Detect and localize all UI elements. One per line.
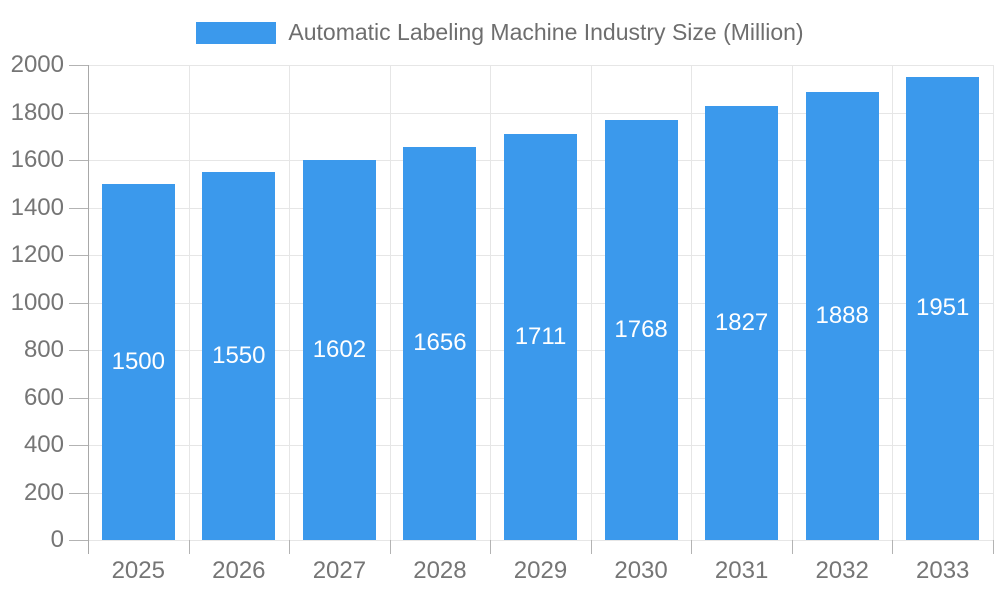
- x-axis-tick: [189, 540, 190, 554]
- x-axis-label: 2027: [312, 557, 367, 584]
- bar-2026: 1550: [202, 171, 276, 540]
- bar-value-label: 1602: [312, 335, 367, 363]
- y-axis-label: 1800: [10, 99, 64, 126]
- x-axis-tick: [390, 540, 391, 554]
- x-gridline: [591, 65, 592, 540]
- legend: Automatic Labeling Machine Industry Size…: [0, 19, 1000, 46]
- x-axis-tick: [792, 540, 793, 554]
- y-axis-label: 1400: [10, 194, 64, 221]
- x-gridline: [490, 65, 491, 540]
- bar-2033: 1951: [906, 76, 980, 540]
- bar-2028: 1656: [403, 146, 477, 540]
- y-axis-tick: [69, 398, 88, 399]
- x-axis-label: 2028: [413, 557, 467, 584]
- x-gridline: [289, 65, 290, 540]
- x-axis-tick: [993, 540, 994, 554]
- y-axis-tick: [69, 350, 88, 351]
- bar-value-label: 1656: [413, 329, 467, 357]
- legend-swatch: [196, 21, 277, 44]
- y-axis-tick: [69, 540, 88, 541]
- x-axis-label: 2026: [212, 557, 266, 584]
- y-axis-label: 1200: [10, 241, 64, 268]
- x-axis-label: 2031: [714, 557, 769, 584]
- bar-value-label: 1827: [714, 309, 769, 337]
- x-gridline: [189, 65, 190, 540]
- x-gridline: [993, 65, 994, 540]
- x-axis-label: 2032: [815, 557, 869, 584]
- y-axis-tick: [69, 255, 88, 256]
- y-axis-label: 200: [23, 479, 64, 506]
- y-axis-label: 1000: [10, 289, 64, 316]
- y-gridline: [88, 540, 993, 541]
- bar-2030: 1768: [604, 120, 678, 540]
- y-axis-label: 2000: [10, 51, 64, 78]
- bar-2031: 1827: [705, 106, 779, 540]
- bar-2025: 1500: [101, 183, 175, 541]
- y-axis-label: 800: [23, 336, 64, 363]
- y-axis-label: 1600: [10, 146, 64, 173]
- bar-value-label: 1888: [815, 301, 869, 329]
- x-axis-tick: [591, 540, 592, 554]
- x-axis-tick: [892, 540, 893, 554]
- bar-2027: 1602: [302, 159, 376, 540]
- bar-value-label: 1550: [212, 341, 266, 369]
- bar-value-label: 1951: [915, 294, 970, 322]
- x-axis-tick: [691, 540, 692, 554]
- x-gridline: [892, 65, 893, 540]
- x-axis-label: 2029: [513, 557, 568, 584]
- y-axis-label: 600: [23, 384, 64, 411]
- y-axis-tick: [69, 445, 88, 446]
- x-axis-label: 2033: [916, 557, 970, 584]
- x-axis-tick: [289, 540, 290, 554]
- y-gridline: [88, 65, 993, 66]
- y-gridline: [88, 113, 993, 114]
- bar-value-label: 1768: [614, 316, 668, 344]
- x-axis-tick: [490, 540, 491, 554]
- x-axis-label: 2025: [111, 557, 165, 584]
- y-axis-tick: [69, 303, 88, 304]
- legend-label: Automatic Labeling Machine Industry Size…: [288, 19, 804, 45]
- bar-2032: 1888: [805, 91, 879, 540]
- x-gridline: [390, 65, 391, 540]
- x-axis-label: 2030: [614, 557, 668, 584]
- x-gridline: [792, 65, 793, 540]
- bar-value-label: 1711: [514, 322, 567, 350]
- y-axis-tick: [69, 65, 88, 66]
- x-gridline: [691, 65, 692, 540]
- y-axis-label: 400: [23, 431, 64, 458]
- y-axis-tick: [69, 160, 88, 161]
- y-axis-tick: [69, 113, 88, 114]
- y-axis-label: 0: [50, 526, 64, 553]
- y-axis-tick: [69, 208, 88, 209]
- bar-value-label: 1500: [111, 347, 165, 375]
- bar-2029: 1711: [504, 133, 577, 540]
- y-axis-tick: [69, 493, 88, 494]
- y-axis-line: [88, 65, 89, 554]
